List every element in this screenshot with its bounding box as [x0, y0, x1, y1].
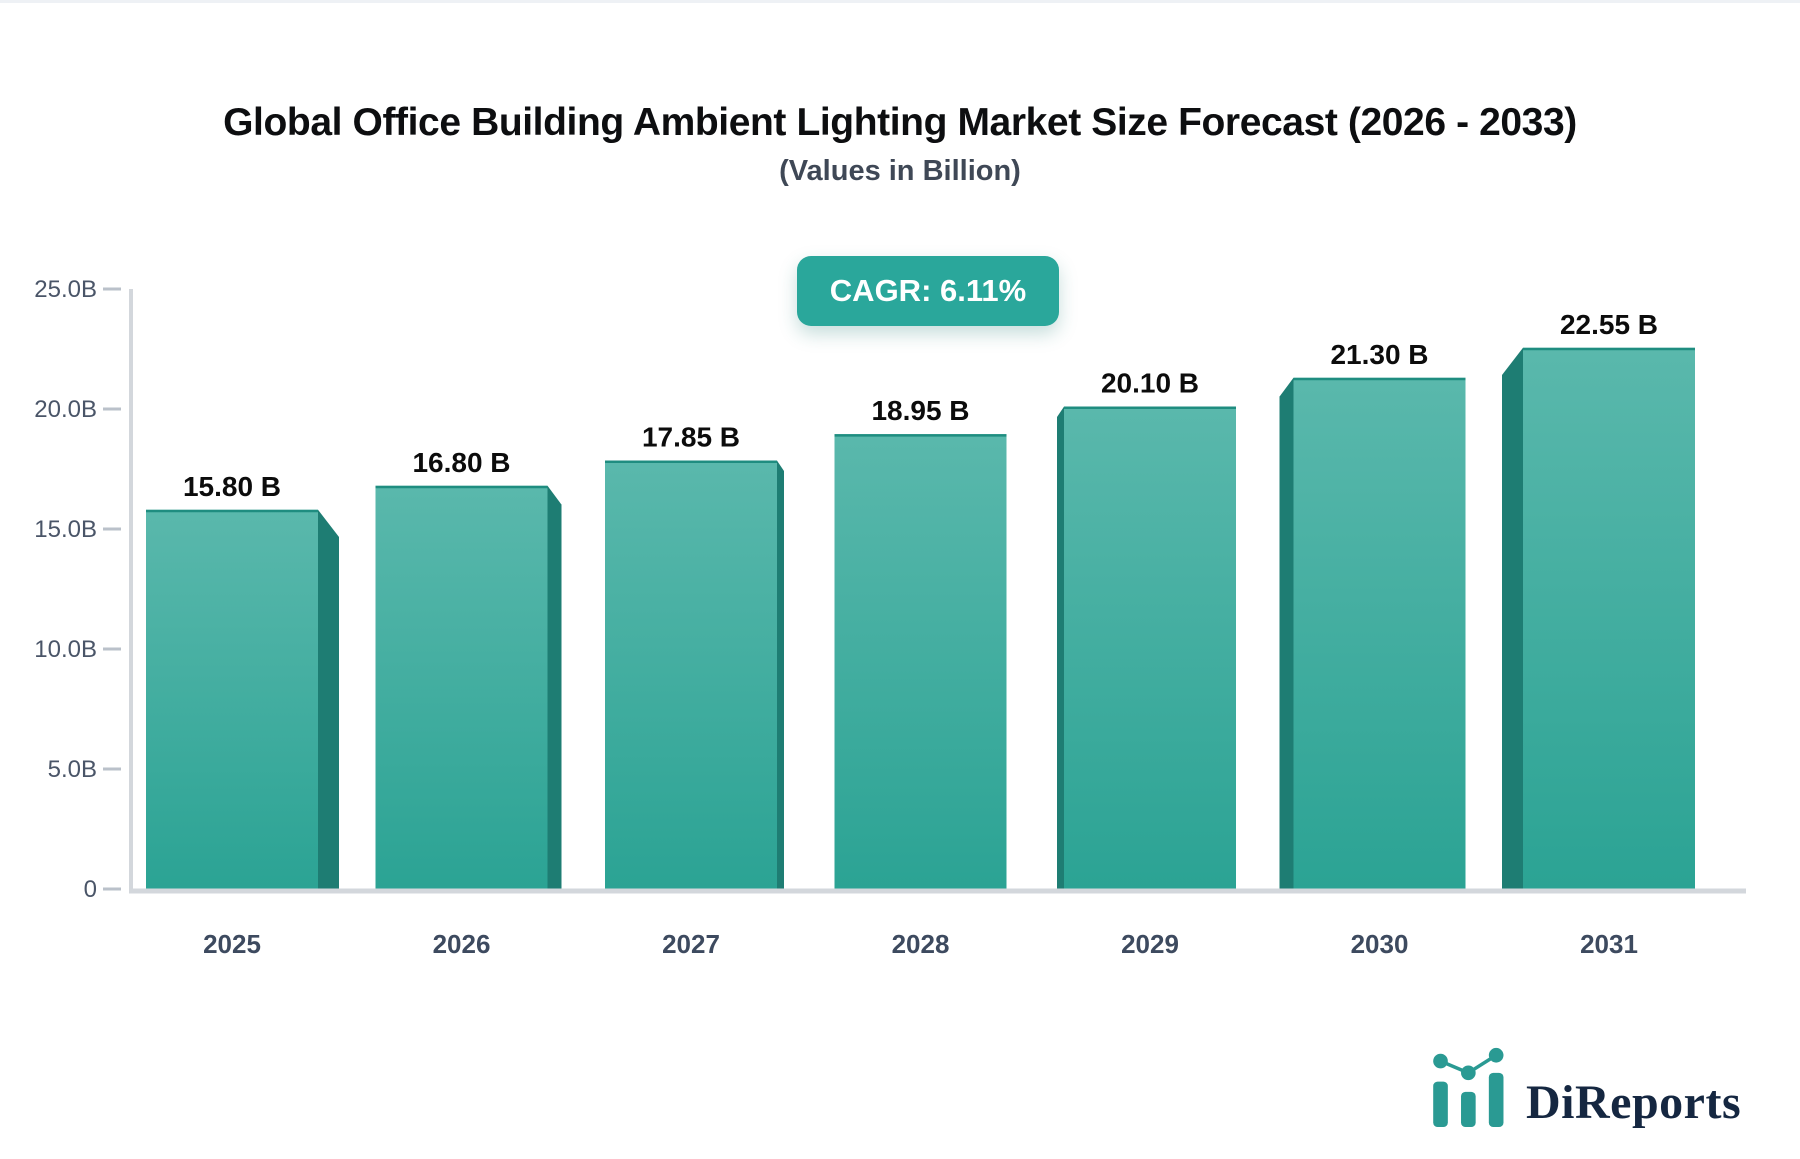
cagr-badge: CAGR: 6.11%	[797, 256, 1059, 326]
y-tick-label: 15.0B	[34, 516, 97, 543]
y-tick-label: 10.0B	[34, 636, 97, 663]
x-axis-label: 2027	[662, 929, 720, 959]
bar-group: 22.55 B 2031	[1502, 309, 1695, 959]
x-axis-label: 2029	[1121, 929, 1179, 959]
cagr-badge-label: CAGR: 6.11%	[829, 273, 1027, 308]
bar-value-label: 18.95 B	[871, 395, 969, 426]
mini-bar-chart-icon	[1433, 1047, 1504, 1127]
bar-value-label: 17.85 B	[642, 422, 740, 453]
bar-side-face	[1279, 377, 1294, 889]
direports-logo-text: DiReports	[1526, 1076, 1742, 1129]
x-axis-label: 2028	[892, 929, 950, 959]
x-axis-label: 2030	[1351, 929, 1409, 959]
bar-value-label: 22.55 B	[1560, 309, 1658, 340]
bar-side-face	[547, 485, 562, 889]
page-title: Global Office Building Ambient Lighting …	[223, 101, 1577, 144]
bar-front-face	[375, 485, 548, 889]
bar-front-face	[834, 434, 1007, 889]
page-subtitle: (Values in Billion)	[779, 155, 1021, 187]
bar-value-label: 21.30 B	[1330, 339, 1428, 370]
bar-group: 16.80 B 2026	[375, 447, 562, 959]
bar-side-face	[1057, 406, 1064, 889]
bar-group: 20.10 B 2029	[1057, 368, 1236, 959]
direports-logo: DiReports	[1428, 1045, 1741, 1127]
bar-group: 21.30 B 2030	[1279, 339, 1466, 959]
bar-side-face	[318, 509, 339, 889]
y-tick-label: 0	[84, 876, 97, 903]
x-axis-label: 2025	[203, 929, 261, 959]
bar-front-face	[605, 460, 777, 889]
bar-group: 15.80 B 2025	[146, 471, 339, 959]
x-axis-label: 2031	[1580, 929, 1638, 959]
y-tick-label: 25.0B	[34, 276, 97, 303]
bar-value-label: 20.10 B	[1101, 368, 1199, 399]
bar-value-label: 15.80 B	[183, 471, 281, 502]
x-axis-label: 2026	[433, 929, 491, 959]
bar-group: 17.85 B 2027	[605, 422, 784, 959]
bar-group: 18.95 B 2028	[834, 395, 1007, 959]
bar-side-face	[777, 460, 784, 889]
bar-front-face	[1293, 377, 1466, 889]
bar-front-face	[1064, 406, 1236, 889]
bar-front-face	[146, 509, 318, 889]
y-tick-label: 20.0B	[34, 396, 97, 423]
bar-chart: 25.0B 20.0B 15.0B 10.0B 5.0B 0 15.80 B 2025 16.8…	[34, 276, 1746, 959]
bar-value-label: 16.80 B	[412, 447, 510, 478]
bar-side-face	[1502, 347, 1523, 889]
y-tick-label: 5.0B	[48, 756, 97, 783]
bar-front-face	[1523, 347, 1695, 889]
